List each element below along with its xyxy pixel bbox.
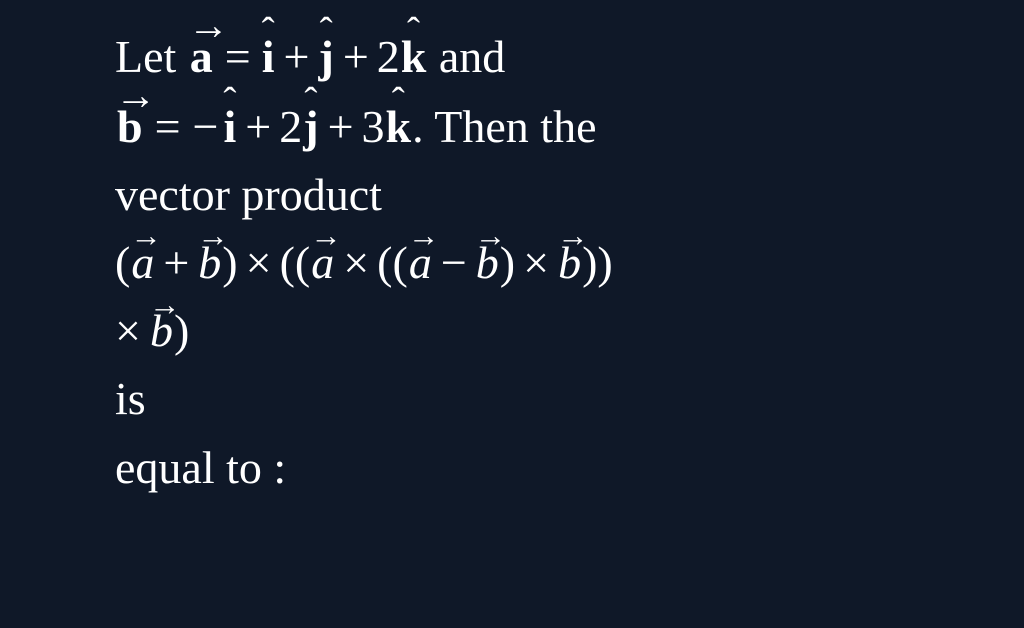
- coeff-2: 2: [279, 101, 302, 152]
- arrow-over: →: [408, 220, 433, 251]
- coeff-3: 3: [362, 101, 385, 152]
- plus: +: [335, 31, 377, 82]
- plus: +: [155, 237, 197, 288]
- vec-b: →b: [475, 232, 500, 294]
- arrow-over: →: [115, 75, 145, 116]
- line-7: equal to :: [115, 437, 1024, 499]
- arrow-over: →: [188, 5, 215, 46]
- hat-over: ˆ: [317, 12, 334, 51]
- line-5: ×→b): [115, 300, 1024, 362]
- vec-a: →a: [408, 232, 433, 294]
- word-and: and: [427, 31, 505, 82]
- hat-over: ˆ: [385, 82, 413, 121]
- word-then-the: Then the: [424, 101, 597, 152]
- cross: ×: [238, 237, 280, 288]
- line-1: Let →a=ˆi+ˆj+2ˆk and: [115, 26, 1024, 88]
- vec-a: →a: [310, 232, 335, 294]
- cross: ×: [335, 237, 377, 288]
- plus: +: [276, 31, 318, 82]
- minus: −: [433, 237, 475, 288]
- hat-over: ˆ: [302, 82, 319, 121]
- cross: ×: [115, 305, 149, 356]
- paren-close: ): [597, 237, 612, 288]
- hat-over: ˆ: [223, 82, 238, 121]
- arrow-over: →: [310, 220, 335, 251]
- hat-over: ˆ: [400, 12, 428, 51]
- unit-i: ˆi: [261, 26, 276, 88]
- line-4: (→a+→b)×((→a×((→a−→b)×→b)): [115, 232, 1024, 294]
- arrow-over: →: [149, 289, 174, 320]
- arrow-over: →: [557, 220, 582, 251]
- unit-k: ˆk: [400, 26, 428, 88]
- cross: ×: [515, 237, 557, 288]
- plus: +: [237, 101, 279, 152]
- line-2: →b=−ˆi+2ˆj+3ˆk. Then the: [115, 96, 1024, 158]
- unary-minus: −: [191, 101, 223, 152]
- paren-open: (: [280, 237, 295, 288]
- arrow-over: →: [130, 220, 155, 251]
- unit-j: ˆj: [317, 26, 334, 88]
- unit-j: ˆj: [302, 96, 319, 158]
- vec-b: →b: [149, 300, 174, 362]
- paren-open: (: [393, 237, 408, 288]
- vector-b: →b: [115, 96, 145, 158]
- paren-open: (: [377, 237, 392, 288]
- arrow-over: →: [197, 220, 222, 251]
- vec-b: →b: [557, 232, 582, 294]
- hat-over: ˆ: [261, 12, 276, 51]
- word-equal-to: equal to :: [115, 442, 286, 493]
- paren-open: (: [295, 237, 310, 288]
- coeff-2: 2: [377, 31, 400, 82]
- vec-a: →a: [130, 232, 155, 294]
- math-problem-card: Let →a=ˆi+ˆj+2ˆk and →b=−ˆi+2ˆj+3ˆk. The…: [0, 0, 1024, 628]
- unit-k: ˆk: [385, 96, 413, 158]
- period: .: [412, 101, 424, 152]
- word-is: is: [115, 373, 146, 424]
- vector-a: →a: [188, 26, 215, 88]
- text-vector-product: vector product: [115, 169, 382, 220]
- arrow-over: →: [475, 220, 500, 251]
- vec-b: →b: [197, 232, 222, 294]
- paren-open: (: [115, 237, 130, 288]
- line-6: is: [115, 368, 1024, 430]
- plus: +: [320, 101, 362, 152]
- unit-i: ˆi: [223, 96, 238, 158]
- line-3: vector product: [115, 164, 1024, 226]
